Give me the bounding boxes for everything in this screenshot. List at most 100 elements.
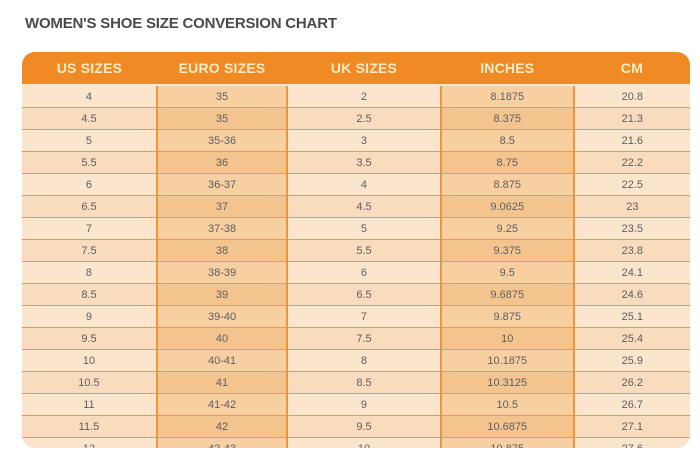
cell: 24.6 bbox=[572, 283, 690, 306]
cell: 40 bbox=[155, 327, 288, 350]
cell: 36-37 bbox=[155, 173, 288, 196]
cell: 8.5 bbox=[286, 371, 441, 394]
cell: 10.5 bbox=[22, 371, 157, 394]
cell: 8.5 bbox=[439, 129, 574, 152]
cell: 10 bbox=[286, 437, 441, 448]
cell: 2 bbox=[286, 85, 441, 108]
cell: 11.5 bbox=[22, 415, 157, 438]
cell: 3 bbox=[286, 129, 441, 152]
table-row: 10.5 41 8.5 10.3125 26.2 bbox=[22, 371, 690, 394]
cell: 27.6 bbox=[572, 437, 690, 448]
cell: 25.1 bbox=[572, 305, 690, 328]
cell: 21.3 bbox=[572, 107, 690, 130]
cell: 7 bbox=[286, 305, 441, 328]
conversion-table-container: US SIZES EURO SIZES UK SIZES INCHES CM 4… bbox=[22, 52, 690, 448]
cell: 8 bbox=[22, 261, 157, 284]
cell: 23 bbox=[572, 195, 690, 218]
cell: 3.5 bbox=[286, 151, 441, 174]
cell: 5.5 bbox=[22, 151, 157, 174]
cell: 36 bbox=[155, 151, 288, 174]
cell: 8 bbox=[286, 349, 441, 372]
cell: 9 bbox=[286, 393, 441, 416]
cell: 25.9 bbox=[572, 349, 690, 372]
cell: 27.1 bbox=[572, 415, 690, 438]
cell: 37 bbox=[155, 195, 288, 218]
cell: 39-40 bbox=[155, 305, 288, 328]
table-row: 4 35 2 8.1875 20.8 bbox=[22, 85, 690, 108]
table-row: 11 41-42 9 10.5 26.7 bbox=[22, 393, 690, 416]
cell: 24.1 bbox=[572, 261, 690, 284]
cell: 10 bbox=[439, 327, 574, 350]
table-row: 6.5 37 4.5 9.0625 23 bbox=[22, 195, 690, 218]
cell: 26.7 bbox=[572, 393, 690, 416]
table-row: 10 40-41 8 10.1875 25.9 bbox=[22, 349, 690, 372]
cell: 5 bbox=[22, 129, 157, 152]
cell: 11 bbox=[22, 393, 157, 416]
table-row: 6 36-37 4 8.875 22.5 bbox=[22, 173, 690, 196]
table-row: 5.5 36 3.5 8.75 22.2 bbox=[22, 151, 690, 174]
cell: 10.3125 bbox=[439, 371, 574, 394]
cell: 10.6875 bbox=[439, 415, 574, 438]
table-row: 7.5 38 5.5 9.375 23.8 bbox=[22, 239, 690, 262]
cell: 4.5 bbox=[22, 107, 157, 130]
header-inches: INCHES bbox=[440, 52, 574, 86]
cell: 6 bbox=[286, 261, 441, 284]
cell: 9 bbox=[22, 305, 157, 328]
table-body: 4 35 2 8.1875 20.8 4.5 35 2.5 8.375 21.3 5 35-36 3 8.… bbox=[22, 85, 690, 448]
conversion-table: US SIZES EURO SIZES UK SIZES INCHES CM 4… bbox=[22, 52, 690, 448]
cell: 38 bbox=[155, 239, 288, 262]
cell: 42 bbox=[155, 415, 288, 438]
cell: 39 bbox=[155, 283, 288, 306]
header-euro-sizes: EURO SIZES bbox=[156, 52, 288, 86]
header-us-sizes: US SIZES bbox=[22, 52, 157, 86]
cell: 25.4 bbox=[572, 327, 690, 350]
cell: 7.5 bbox=[22, 239, 157, 262]
cell: 9.5 bbox=[439, 261, 574, 284]
table-row: 8.5 39 6.5 9.6875 24.6 bbox=[22, 283, 690, 306]
table-row: 5 35-36 3 8.5 21.6 bbox=[22, 129, 690, 152]
cell: 38-39 bbox=[155, 261, 288, 284]
header-row: US SIZES EURO SIZES UK SIZES INCHES CM bbox=[22, 52, 690, 86]
cell: 10 bbox=[22, 349, 157, 372]
cell: 5 bbox=[286, 217, 441, 240]
table-row: 4.5 35 2.5 8.375 21.3 bbox=[22, 107, 690, 130]
cell: 4 bbox=[22, 85, 157, 108]
cell: 9.6875 bbox=[439, 283, 574, 306]
cell: 10.1875 bbox=[439, 349, 574, 372]
cell: 9.5 bbox=[286, 415, 441, 438]
cell: 7.5 bbox=[286, 327, 441, 350]
cell: 21.6 bbox=[572, 129, 690, 152]
cell: 26.2 bbox=[572, 371, 690, 394]
cell: 8.875 bbox=[439, 173, 574, 196]
cell: 22.5 bbox=[572, 173, 690, 196]
cell: 23.5 bbox=[572, 217, 690, 240]
cell: 12 bbox=[22, 437, 157, 448]
cell: 40-41 bbox=[155, 349, 288, 372]
table-row: 8 38-39 6 9.5 24.1 bbox=[22, 261, 690, 284]
cell: 9.0625 bbox=[439, 195, 574, 218]
cell: 10.875 bbox=[439, 437, 574, 448]
cell: 23.8 bbox=[572, 239, 690, 262]
cell: 9.25 bbox=[439, 217, 574, 240]
cell: 41 bbox=[155, 371, 288, 394]
cell: 4 bbox=[286, 173, 441, 196]
cell: 4.5 bbox=[286, 195, 441, 218]
cell: 8.75 bbox=[439, 151, 574, 174]
cell: 8.375 bbox=[439, 107, 574, 130]
cell: 35-36 bbox=[155, 129, 288, 152]
page-title: WOMEN'S SHOE SIZE CONVERSION CHART bbox=[25, 15, 337, 32]
cell: 7 bbox=[22, 217, 157, 240]
cell: 2.5 bbox=[286, 107, 441, 130]
cell: 9.375 bbox=[439, 239, 574, 262]
cell: 6 bbox=[22, 173, 157, 196]
cell: 22.2 bbox=[572, 151, 690, 174]
cell: 9.875 bbox=[439, 305, 574, 328]
table-row: 9 39-40 7 9.875 25.1 bbox=[22, 305, 690, 328]
cell: 37-38 bbox=[155, 217, 288, 240]
header-uk-sizes: UK SIZES bbox=[287, 52, 441, 86]
header-cm: CM bbox=[573, 52, 690, 86]
table-row: 7 37-38 5 9.25 23.5 bbox=[22, 217, 690, 240]
cell: 6.5 bbox=[22, 195, 157, 218]
